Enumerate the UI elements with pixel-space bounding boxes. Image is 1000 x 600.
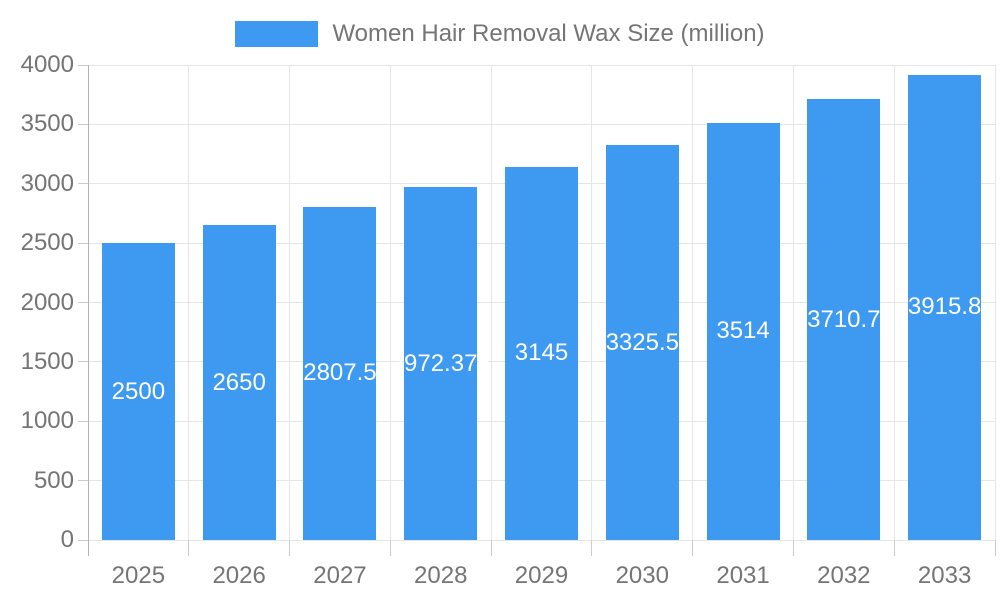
x-axis-tick-label: 2025 (111, 562, 166, 589)
x-axis-tick (692, 540, 694, 556)
x-axis-tick (994, 540, 996, 556)
y-axis-tick (78, 539, 88, 541)
y-axis-tick (78, 64, 88, 66)
bar-2026 (202, 225, 276, 540)
y-axis-tick (78, 420, 88, 422)
x-gridline (792, 65, 794, 540)
x-axis-tick (188, 540, 190, 556)
x-gridline (188, 65, 190, 540)
x-axis-tick-label: 2030 (615, 562, 669, 589)
y-axis-tick (78, 302, 88, 303)
x-axis-tick (389, 540, 391, 556)
bar-2033 (908, 75, 982, 540)
bar-2029 (505, 166, 578, 540)
bar-value-label: 3915.8 (907, 293, 982, 321)
x-axis-tick-label: 2032 (817, 562, 871, 589)
y-axis-tick-label: 500 (33, 466, 74, 494)
y-axis-tick-label: 2500 (20, 229, 74, 257)
plot-area: 0 500 1000 1500 2000 2500 3000 3500 4000 2500 2025… (21, 51, 996, 589)
bar-2027 (303, 206, 377, 540)
x-axis-tick-label: 2033 (917, 562, 972, 589)
legend-label: Women Hair Removal Wax Size (million) (332, 20, 765, 47)
bar-value-label: 2972.375 (390, 349, 491, 377)
x-axis-tick (490, 540, 492, 556)
bar-value-label: 3145 (514, 339, 569, 367)
x-axis-tick-label: 2028 (414, 562, 468, 589)
y-axis-tick-label: 3000 (20, 169, 74, 197)
x-axis-tick (792, 540, 794, 556)
x-axis-tick-label: 2026 (212, 562, 266, 589)
x-axis-tick (591, 540, 593, 556)
x-gridline (591, 65, 593, 540)
bar-value-label: 2650 (212, 368, 266, 396)
bar-value-label: 2807.5 (303, 359, 377, 387)
bar-value-label: 2500 (111, 377, 166, 405)
legend-swatch (235, 21, 319, 47)
bar-value-label: 3514 (716, 317, 770, 345)
bar-2032 (807, 99, 881, 540)
y-gridline (88, 64, 995, 66)
x-gridline (893, 65, 895, 540)
x-gridline (389, 65, 391, 540)
bar-2030 (605, 145, 679, 540)
x-axis-tick-label: 2031 (716, 562, 770, 589)
x-axis-tick (893, 540, 895, 556)
y-axis-tick-label: 3500 (20, 110, 74, 138)
bar-2025 (101, 243, 175, 540)
x-axis-tick-label: 2029 (514, 562, 569, 589)
bar-2028 (404, 187, 478, 540)
x-axis-tick-label: 2027 (313, 562, 367, 589)
bar-value-label: 3710.7 (807, 305, 881, 333)
y-axis-tick (78, 480, 88, 482)
bar-2031 (706, 122, 780, 540)
x-gridline (692, 65, 694, 540)
y-axis-tick (78, 242, 88, 244)
y-axis-tick (78, 123, 88, 125)
y-axis-tick-label: 1000 (20, 407, 74, 435)
y-axis-tick-label: 2000 (20, 288, 74, 316)
y-axis-tick (78, 361, 88, 363)
y-axis-tick-label: 1500 (20, 347, 74, 375)
legend: Women Hair Removal Wax Size (million) (0, 20, 1000, 48)
x-gridline (490, 65, 492, 540)
y-gridline (88, 539, 995, 541)
y-gridline (88, 123, 995, 125)
x-gridline (289, 65, 291, 540)
x-gridline (994, 65, 996, 540)
bar-value-label: 3325.5 (605, 328, 679, 356)
y-axis-line (88, 65, 89, 556)
y-axis-tick (78, 183, 88, 185)
x-axis-tick (289, 540, 291, 556)
y-axis-tick-label: 0 (60, 526, 74, 553)
y-axis-tick-label: 4000 (20, 51, 74, 78)
